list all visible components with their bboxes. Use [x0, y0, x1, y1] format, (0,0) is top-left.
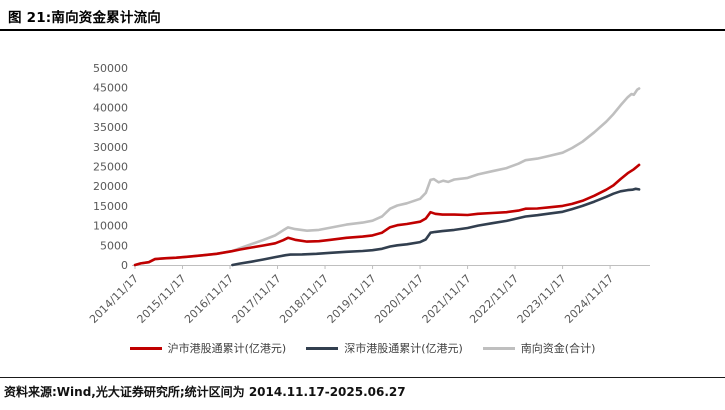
legend-swatch-shanghai-connect — [129, 346, 162, 350]
legend-item-shanghai-connect: 沪市港股通累计(亿港元) — [129, 340, 287, 356]
y-tick-label: 5000 — [100, 239, 128, 252]
figure-title: 图 21:南向资金累计流向 — [8, 10, 161, 26]
y-tick-label: 30000 — [93, 141, 128, 154]
y-tick-label: 45000 — [93, 82, 128, 95]
y-tick-label: 25000 — [93, 161, 128, 174]
x-tick-label: 2023/11/17 — [515, 272, 569, 326]
series-line-shenzhen-connect — [231, 187, 641, 267]
line-chart: 0 5000 10000 15000 20000 25000 30000 35000 40000… — [87, 62, 650, 326]
y-tick-label: 10000 — [93, 220, 128, 233]
x-tick-label: 2018/11/17 — [277, 272, 331, 326]
x-tick-label: 2020/11/17 — [372, 272, 426, 326]
x-tick-label: 2014/11/17 — [87, 272, 141, 326]
legend-label: 深市港股通累计(亿港元) — [344, 342, 463, 355]
source-note: 资料来源:Wind,光大证券研究所;统计区间为 2014.11.17-2025.… — [4, 385, 406, 399]
x-tick-label: 2019/11/17 — [325, 272, 379, 326]
legend-label: 沪市港股通累计(亿港元) — [167, 342, 287, 355]
x-tick-label: 2024/11/17 — [562, 272, 616, 326]
series-line-shanghai-connect — [133, 163, 641, 267]
legend-item-southbound-total: 南向资金(合计) — [482, 340, 596, 356]
chart-legend: 沪市港股通累计(亿港元) 深市港股通累计(亿港元) 南向资金(合计) — [0, 340, 725, 356]
x-tick-label: 2016/11/17 — [182, 272, 236, 326]
legend-swatch-shenzhen-connect — [306, 346, 339, 350]
legend-label: 南向资金(合计) — [520, 342, 596, 355]
legend-item-shenzhen-connect: 深市港股通累计(亿港元) — [306, 340, 463, 356]
x-tick-label: 2017/11/17 — [230, 272, 284, 326]
y-tick-label: 50000 — [93, 62, 128, 75]
legend-swatch-southbound-total — [482, 346, 515, 350]
y-tick-label: 0 — [121, 259, 128, 272]
footer-rule — [0, 377, 725, 378]
y-tick-label: 35000 — [93, 121, 128, 134]
title-rule — [0, 29, 725, 31]
y-tick-label: 40000 — [93, 101, 128, 114]
y-tick-label: 15000 — [93, 200, 128, 213]
series-line-southbound-total — [133, 87, 641, 267]
x-tick-label: 2015/11/17 — [135, 272, 189, 326]
x-tick-label: 2021/11/17 — [420, 272, 474, 326]
y-tick-label: 20000 — [93, 180, 128, 193]
x-tick-label: 2022/11/17 — [467, 272, 521, 326]
